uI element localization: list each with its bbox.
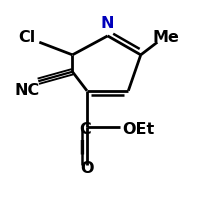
Text: N: N [100,16,114,31]
Text: Cl: Cl [18,30,35,46]
Text: ‖: ‖ [78,139,85,154]
Text: OEt: OEt [122,122,154,137]
Text: O: O [80,161,93,176]
Text: NC: NC [14,83,39,98]
Text: Me: Me [151,30,178,46]
Text: C: C [79,122,90,137]
